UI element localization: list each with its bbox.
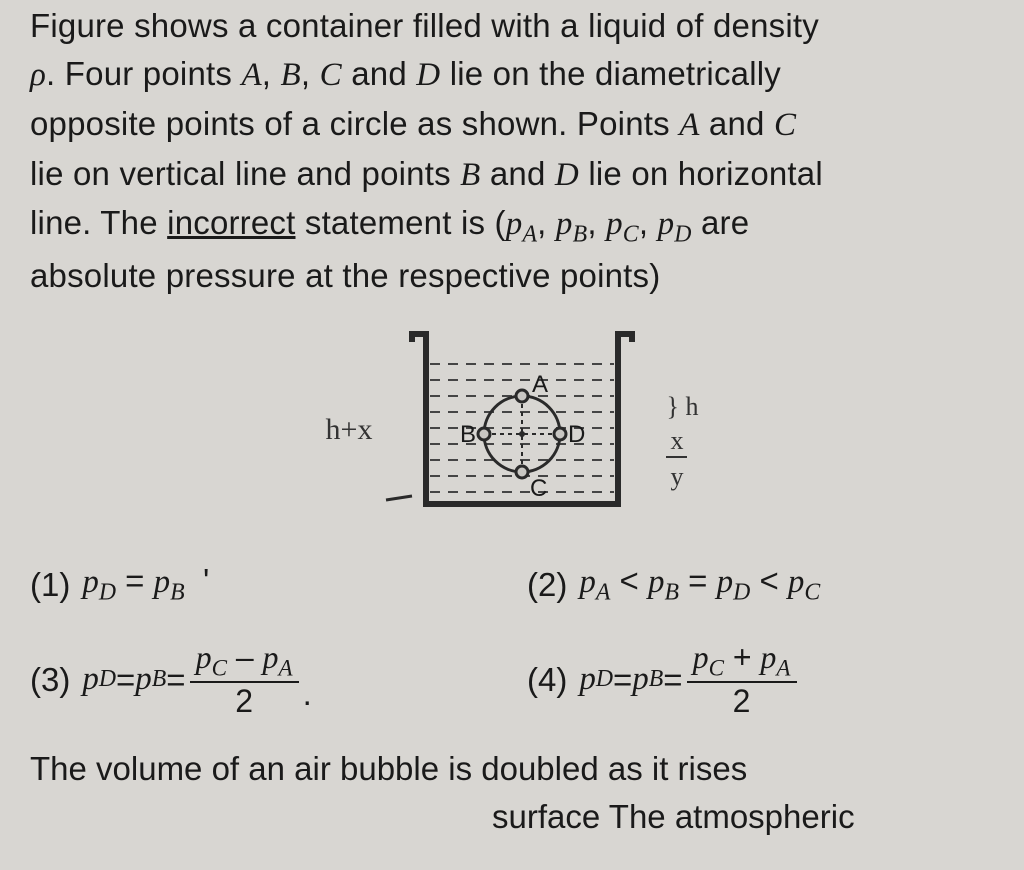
label-C: C [530,475,547,502]
option-2: (2) pA < pB = pD < pC [527,562,994,607]
right-h: } h [666,392,698,422]
label-A: A [532,371,548,398]
point-C-marker [516,466,528,478]
ptC: C [320,57,342,93]
fraction-4: pC + pA 2 [687,641,797,719]
q-l2a: . Four points [46,55,241,92]
option-1: (1) pD = pB ' [30,562,497,607]
right-x: x [666,426,687,458]
left-base-tick [386,496,412,500]
center-point [519,431,525,437]
option-4: (4) pD = pB = pC + pA 2 [527,641,994,719]
incorrect-word: incorrect [167,204,295,241]
point-B-marker [478,428,490,440]
ptB: B [281,57,301,93]
label-D: D [568,421,585,448]
label-B: B [460,421,476,448]
point-D-marker [554,428,566,440]
ptD: D [416,57,440,93]
ptA: A [241,57,261,93]
point-A-marker [516,390,528,402]
q-line1a: Figure shows a container filled with a l… [30,7,819,44]
right-annotations: } h x y [666,392,698,492]
figure-row: h+x [30,314,994,534]
question-paragraph: Figure shows a container filled with a l… [30,0,994,300]
container-diagram: A B C D [382,324,662,524]
right-y: y [666,462,687,492]
container-svg: A B C D [382,324,662,524]
trailing-text: The volume of an air bubble is doubled a… [30,745,994,841]
rho: ρ [30,57,46,93]
options-grid: (1) pD = pB ' (2) pA < pB = pD < pC (3) … [30,562,994,719]
option-3: (3) pD = pB = pC – pA 2 . [30,641,497,719]
left-annotation: h+x [326,413,373,447]
fraction-3: pC – pA 2 [190,641,299,719]
